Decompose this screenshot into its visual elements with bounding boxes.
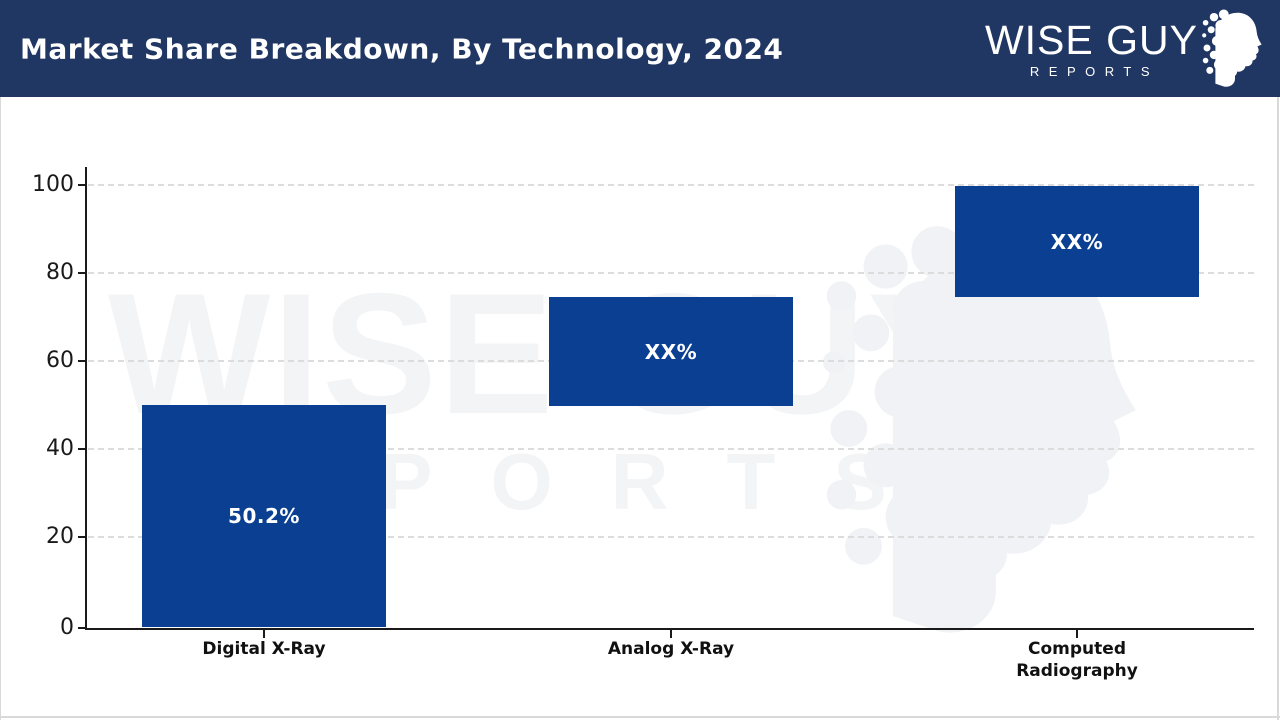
x-axis-line bbox=[85, 628, 1254, 630]
y-tick bbox=[78, 272, 86, 274]
page-left-border bbox=[0, 97, 1, 720]
x-tick bbox=[670, 630, 672, 638]
gridline-40 bbox=[88, 448, 1254, 450]
y-tick-label: 20 bbox=[46, 524, 74, 549]
y-tick bbox=[78, 360, 86, 362]
brand-wordmark: WISE GUY REPORTS bbox=[984, 16, 1198, 79]
y-tick bbox=[78, 536, 86, 538]
y-tick-label: 60 bbox=[46, 348, 74, 373]
gridline-100 bbox=[88, 184, 1254, 186]
x-category-label-digital-x-ray: Digital X-Ray bbox=[202, 639, 326, 659]
y-tick bbox=[78, 184, 86, 186]
x-tick bbox=[263, 630, 265, 638]
y-tick-label: 40 bbox=[46, 436, 74, 461]
bar-digital-x-ray: 50.2% bbox=[142, 405, 386, 627]
bar-analog-x-ray: XX% bbox=[549, 297, 793, 406]
y-tick bbox=[78, 627, 86, 629]
y-tick-label: 0 bbox=[60, 615, 74, 640]
page-title: Market Share Breakdown, By Technology, 2… bbox=[20, 32, 784, 65]
bar-computed-radiography: XX% bbox=[955, 186, 1199, 297]
gridline-80 bbox=[88, 272, 1254, 274]
bar-value-label: XX% bbox=[1050, 229, 1104, 254]
x-category-label-analog-x-ray: Analog X-Ray bbox=[607, 639, 735, 659]
brand-subtitle: REPORTS bbox=[1029, 63, 1160, 79]
dotted-head-icon bbox=[1202, 9, 1262, 87]
bar-value-label: XX% bbox=[644, 339, 698, 364]
brand-head-mark bbox=[1200, 8, 1270, 90]
brand-logo: WISE GUY REPORTS bbox=[985, 4, 1270, 94]
x-tick bbox=[1076, 630, 1078, 638]
y-tick-label: 80 bbox=[46, 260, 74, 285]
bar-value-label: 50.2% bbox=[228, 504, 300, 528]
header-bar: Market Share Breakdown, By Technology, 2… bbox=[0, 0, 1280, 97]
brand-name: WISE GUY bbox=[984, 16, 1198, 63]
gridline-20 bbox=[88, 536, 1254, 538]
y-axis-line bbox=[85, 167, 87, 630]
page-bottom-border bbox=[0, 716, 1280, 718]
page-right-border bbox=[1277, 97, 1279, 720]
x-category-label-computed-radiography: Computed Radiography bbox=[1016, 639, 1138, 682]
y-tick-label: 100 bbox=[32, 172, 74, 197]
y-tick bbox=[78, 448, 86, 450]
